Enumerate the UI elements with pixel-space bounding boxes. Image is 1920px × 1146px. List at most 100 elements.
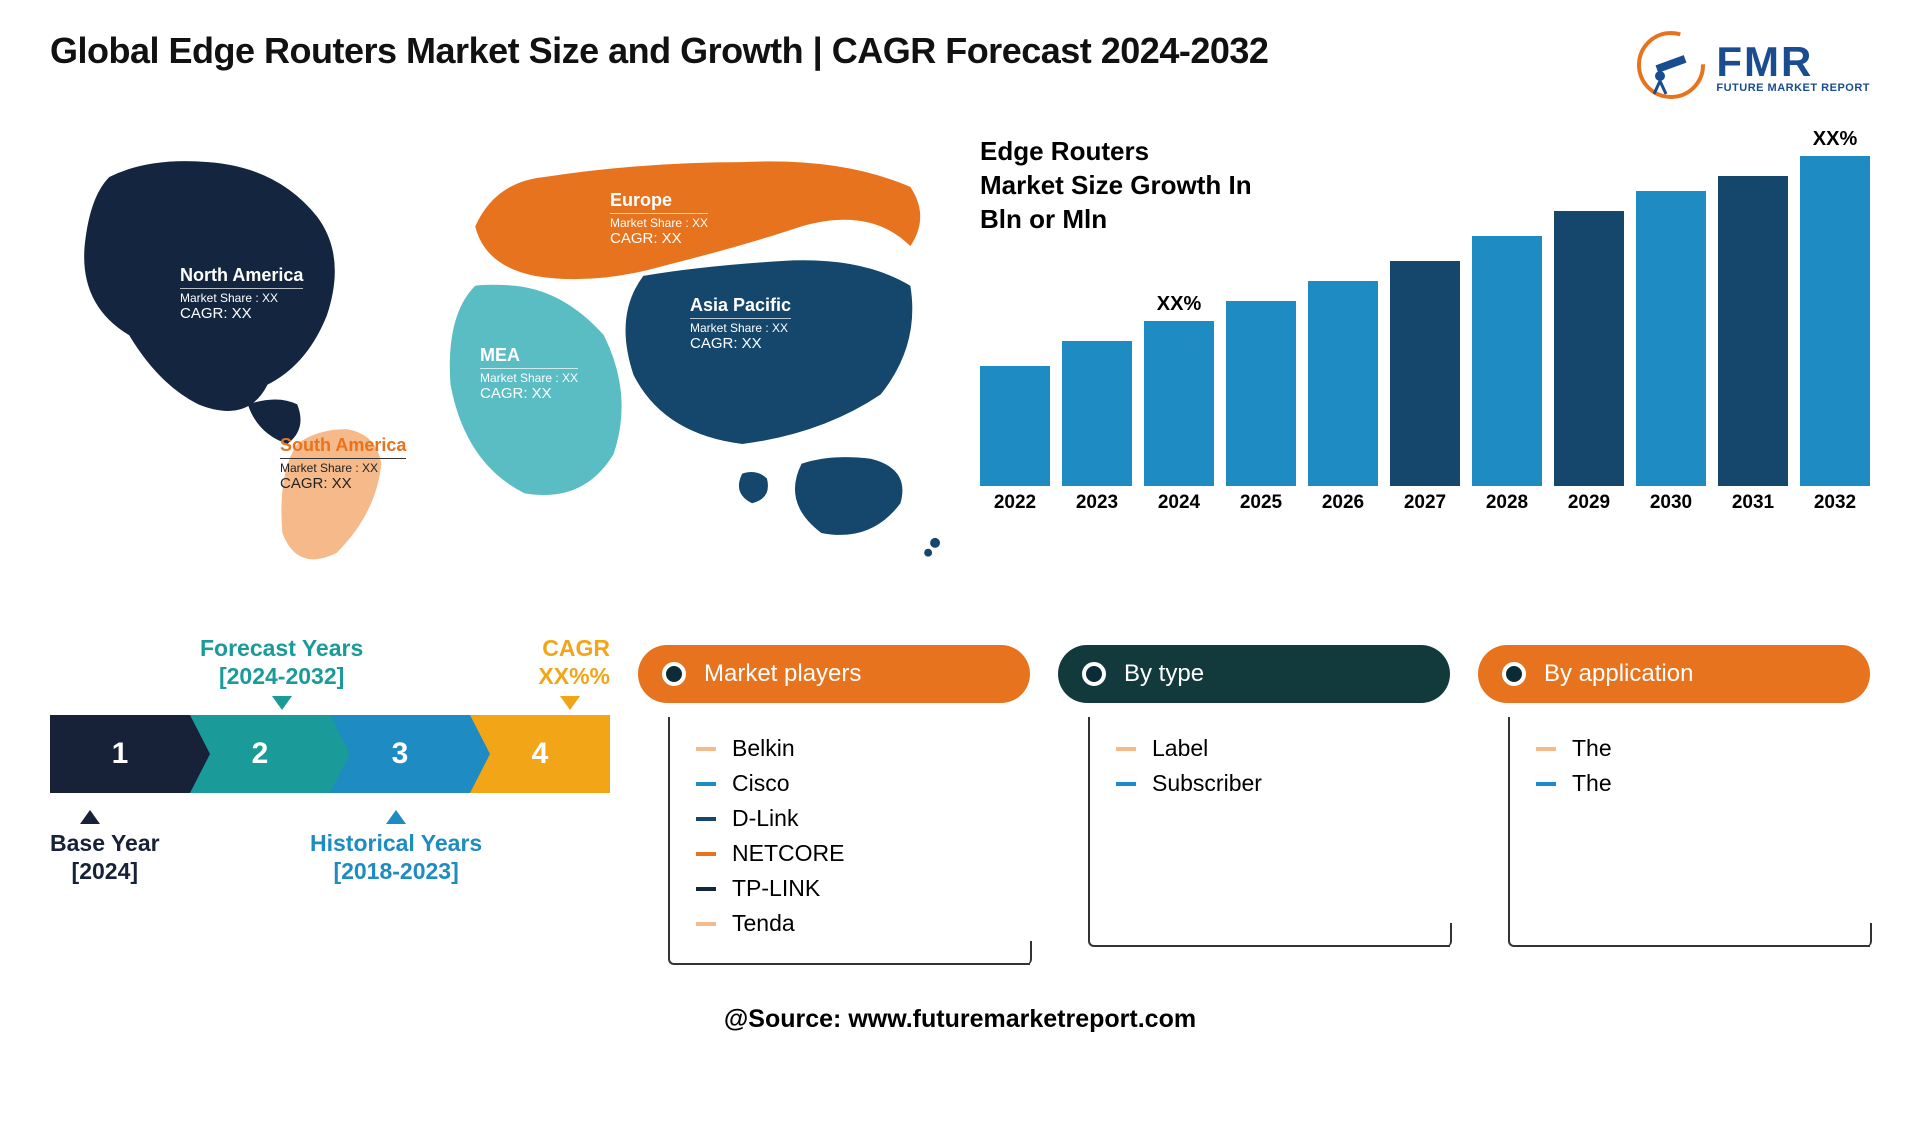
region-share: Market Share : XX [610,213,708,230]
bar [1308,281,1378,486]
bar [1144,321,1214,486]
region-cagr: CAGR: XX [180,305,303,322]
region-sa: South America Market Share : XX CAGR: XX [280,435,406,492]
tick-icon [696,887,716,891]
bar-col: 2031 [1718,148,1788,514]
pill-label: By application [1544,660,1693,688]
pill-label: By type [1124,660,1204,688]
region-mea: MEA Market Share : XX CAGR: XX [480,345,578,402]
logo-text: FMR FUTURE MARKET REPORT [1716,41,1870,94]
tick-icon [696,852,716,856]
bar-col: 2025 [1226,273,1296,514]
timeline: Forecast Years [2024-2032] CAGR XX%% 123… [50,645,610,793]
tick-icon [696,747,716,751]
region-share: Market Share : XX [690,318,791,335]
pill-header: Market players [638,645,1030,703]
pill-label: Market players [704,660,861,688]
region-name: South America [280,435,406,456]
region-name: Europe [610,190,708,211]
bar-year: 2028 [1486,492,1528,514]
bars-container: 20222023XX%20242025202620272028202920302… [980,184,1870,514]
tick-icon [1116,782,1136,786]
main-row: North America Market Share : XX CAGR: XX… [50,135,1870,565]
list-item: D-Link [696,805,1010,832]
pill-list: BelkinCiscoD-LinkNETCORETP-LINKTenda [668,717,1030,965]
pill-block: By type Label Subscriber [1058,645,1450,965]
region-share: Market Share : XX [280,458,406,475]
bar-col: 2023 [1062,313,1132,514]
bar-year: 2030 [1650,492,1692,514]
region-name: North America [180,265,303,286]
bar-year: 2025 [1240,492,1282,514]
region-cagr: CAGR: XX [610,230,708,247]
region-eu: Europe Market Share : XX CAGR: XX [610,190,708,247]
page-title: Global Edge Routers Market Size and Grow… [50,30,1268,72]
bar-year: 2022 [994,492,1036,514]
list-item: Belkin [696,735,1010,762]
item-text: NETCORE [732,840,844,867]
region-ap: Asia Pacific Market Share : XX CAGR: XX [690,295,791,352]
region-name: Asia Pacific [690,295,791,316]
timeline-segment: 1 [50,715,190,793]
world-map: North America Market Share : XX CAGR: XX… [50,135,940,565]
timeline-segment: 2 [190,715,330,793]
bar-col: 2030 [1636,163,1706,514]
item-text: TP-LINK [732,875,820,902]
region-na: North America Market Share : XX CAGR: XX [180,265,303,322]
region-share: Market Share : XX [180,288,303,305]
bar [1718,176,1788,486]
dot-icon [662,662,686,686]
bar [980,366,1050,486]
tick-icon [1536,782,1556,786]
tick-icon [1536,747,1556,751]
logo: FMR FUTURE MARKET REPORT [1636,30,1870,105]
bar [1554,211,1624,486]
bar-year: 2032 [1814,492,1856,514]
pill-header: By application [1478,645,1870,703]
timeline-row: 1234 [50,715,610,793]
bar-year: 2026 [1322,492,1364,514]
list-item: The [1536,735,1850,762]
list-item: Subscriber [1116,770,1430,797]
header: Global Edge Routers Market Size and Grow… [50,30,1870,105]
pill-list: Label Subscriber [1088,717,1450,947]
pill-list: TheThe [1508,717,1870,947]
tick-icon [696,782,716,786]
bar-col: XX% 2032 [1800,128,1870,514]
pill-header: By type [1058,645,1450,703]
logo-fmr: FMR [1716,41,1870,83]
bar-col: 2026 [1308,253,1378,514]
bar-pct: XX% [1813,128,1857,152]
list-item: TP-LINK [696,875,1010,902]
bar-year: 2031 [1732,492,1774,514]
bar-col: 2027 [1390,233,1460,514]
bar [1062,341,1132,486]
base-label: Base Year [2024] [50,810,160,885]
list-item: Cisco [696,770,1010,797]
bar-pct: XX% [1157,293,1201,317]
hist-label: Historical Years [2018-2023] [310,810,482,885]
item-text: Subscriber [1152,770,1262,797]
bar-year: 2029 [1568,492,1610,514]
bar [1636,191,1706,486]
list-item: NETCORE [696,840,1010,867]
tick-icon [1116,747,1136,751]
pill-block: By application TheThe [1478,645,1870,965]
region-cagr: CAGR: XX [690,335,791,352]
bar-col: 2022 [980,338,1050,514]
bar [1800,156,1870,486]
list-item: Label [1116,735,1430,762]
timeline-segment: 4 [470,715,610,793]
item-text: Belkin [732,735,795,762]
bar [1226,301,1296,486]
bar-chart: Edge Routers Market Size Growth In Bln o… [980,135,1870,565]
item-text: The [1572,735,1612,762]
region-cagr: CAGR: XX [280,475,406,492]
item-text: Label [1152,735,1208,762]
bar [1472,236,1542,486]
item-text: D-Link [732,805,798,832]
region-cagr: CAGR: XX [480,385,578,402]
logo-sub: FUTURE MARKET REPORT [1716,83,1870,94]
pills-container: Market players Belkin Cisco D-Link NETCORE TP… [638,645,1870,965]
dot-icon [1502,662,1526,686]
